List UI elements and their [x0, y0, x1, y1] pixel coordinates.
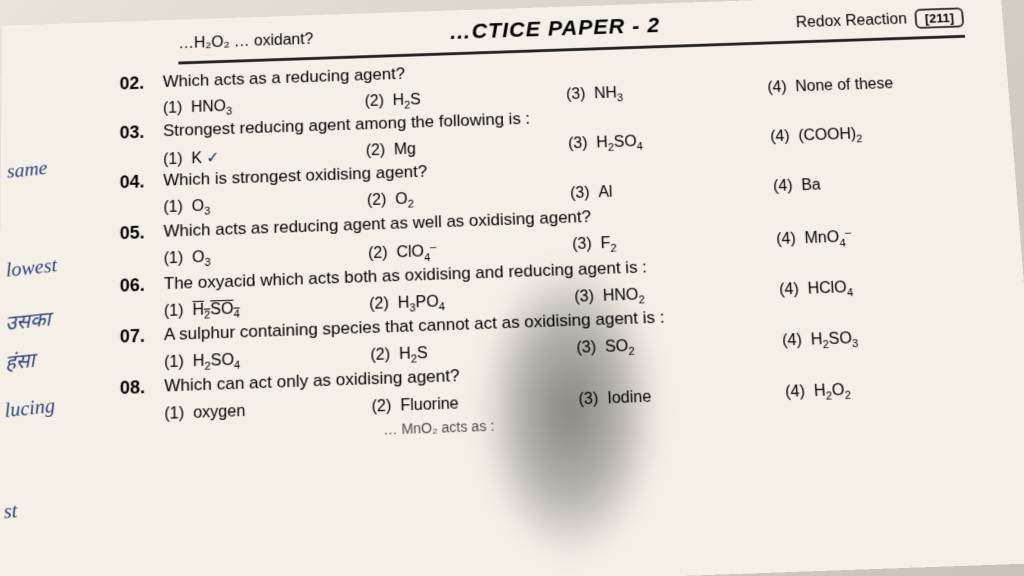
margin-note: उसका	[5, 305, 52, 337]
question-number: 04.	[120, 171, 164, 193]
margin-note: हंसा	[4, 346, 35, 376]
margin-note: same	[6, 157, 48, 183]
header-fragment-left: …H₂O₂ … oxidant?	[178, 31, 313, 53]
redox-label: Redox Reaction	[795, 11, 907, 31]
question-number: 08.	[120, 377, 164, 400]
header-right: Redox Reaction [211]	[795, 7, 964, 33]
margin-note: st	[3, 499, 18, 524]
question-number: 05.	[120, 222, 164, 244]
margin-note: lucing	[4, 395, 56, 424]
question-number: 02.	[120, 73, 163, 95]
question-number: 07.	[120, 325, 164, 348]
paper-title: …CTICE PAPER - 2	[449, 13, 661, 45]
margin-note: lowest	[5, 254, 57, 282]
option: (1) oxygen	[164, 397, 372, 429]
page-number-badge: [211]	[914, 7, 964, 29]
question-number: 06.	[120, 274, 164, 296]
question-number: 03.	[120, 122, 163, 144]
